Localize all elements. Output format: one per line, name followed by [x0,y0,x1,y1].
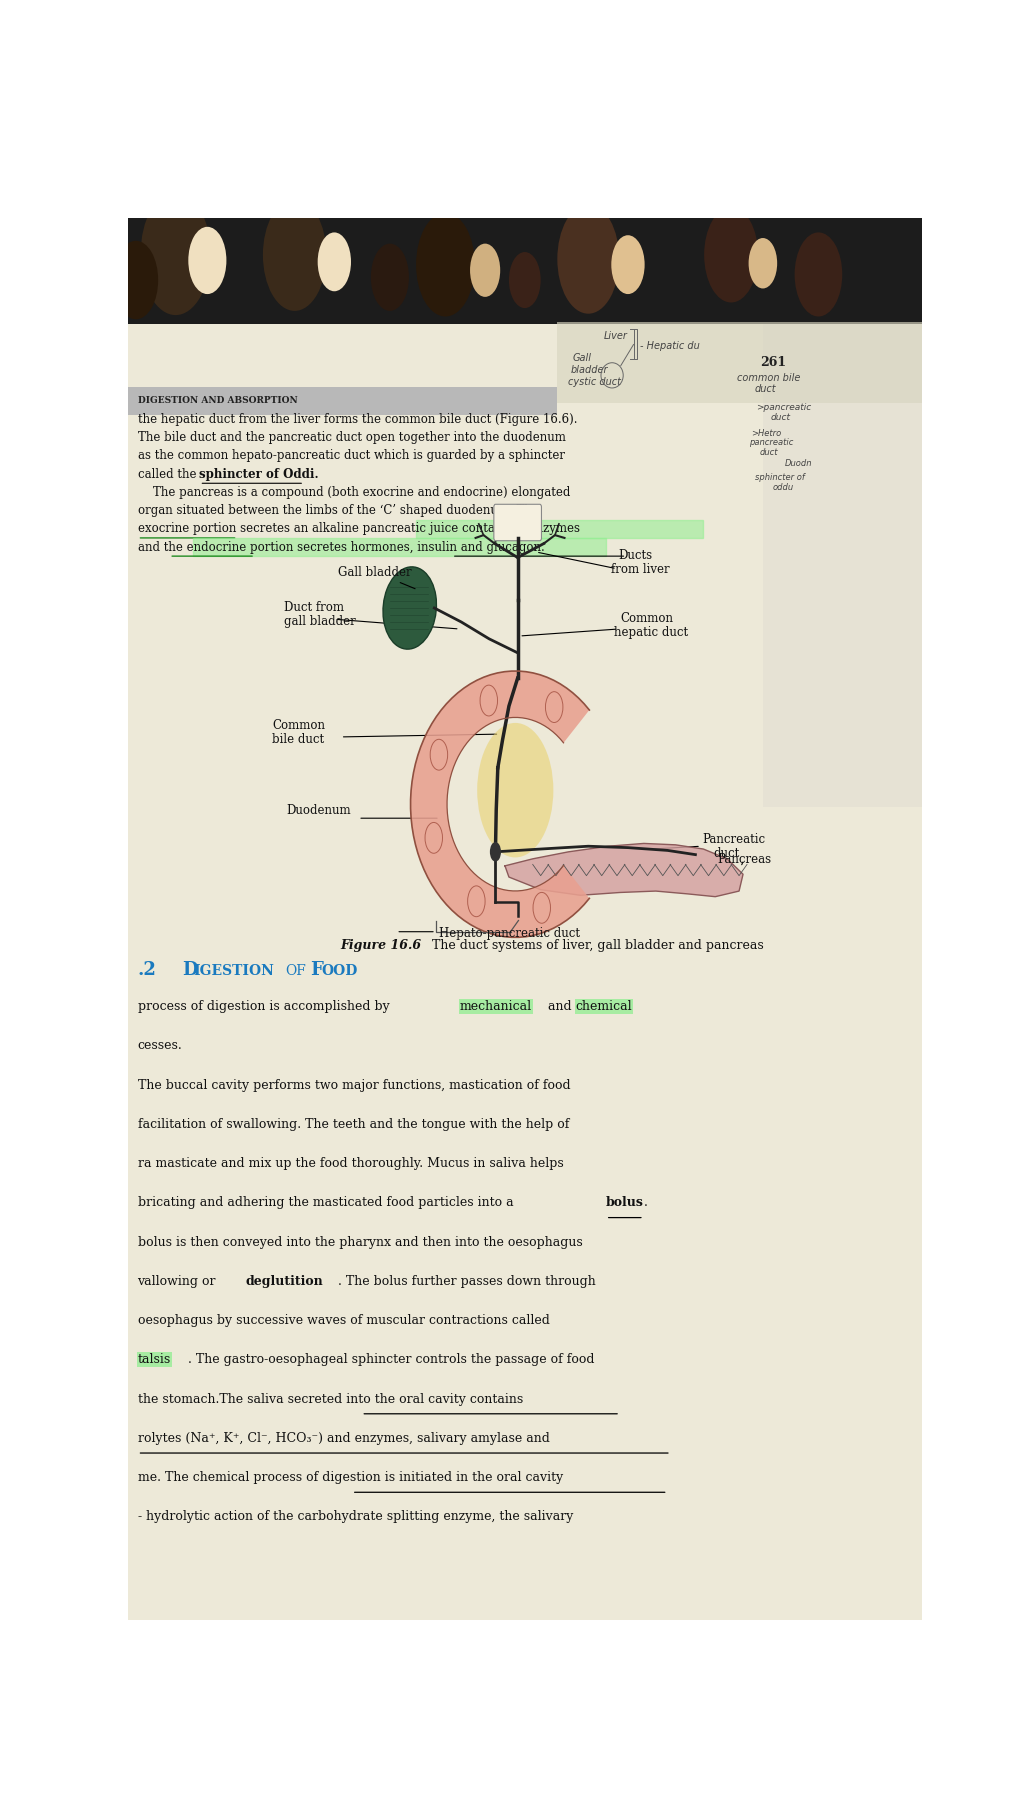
Circle shape [795,233,842,317]
Text: duct: duct [755,384,776,395]
Text: and: and [544,1001,575,1014]
Text: as the common hepato-pancreatic duct which is guarded by a sphincter: as the common hepato-pancreatic duct whi… [137,450,564,462]
Text: duct: duct [771,413,791,422]
Text: F: F [310,961,324,979]
Text: Ducts: Ducts [618,550,652,562]
Circle shape [371,244,409,311]
Text: Common: Common [620,612,673,624]
Text: Figure 16.6: Figure 16.6 [341,939,422,952]
Text: called the: called the [137,468,200,480]
Text: . The bolus further passes down through: . The bolus further passes down through [338,1274,595,1289]
Text: oesophagus by successive waves of muscular contractions called: oesophagus by successive waves of muscul… [137,1314,550,1327]
Circle shape [705,207,758,302]
Circle shape [489,843,501,861]
Text: chemical: chemical [575,1001,632,1014]
Polygon shape [411,672,590,937]
Text: mechanical: mechanical [460,1001,531,1014]
Text: rolytes (Na⁺, K⁺, Cl⁻, HCO₃⁻) and enzymes, salivary amylase and: rolytes (Na⁺, K⁺, Cl⁻, HCO₃⁻) and enzyme… [137,1432,550,1445]
Text: The duct systems of liver, gall bladder and pancreas: The duct systems of liver, gall bladder … [428,939,764,952]
Text: >pancreatic: >pancreatic [757,404,812,413]
Text: Duodn: Duodn [785,459,813,468]
Text: facilitation of swallowing. The teeth and the tongue with the help of: facilitation of swallowing. The teeth an… [137,1117,569,1130]
Text: cystic duct: cystic duct [567,377,621,388]
Circle shape [509,251,541,308]
Text: Pancreas: Pancreas [717,854,771,866]
Text: Common: Common [272,719,326,732]
Text: 261: 261 [760,355,785,368]
Text: deglutition: deglutition [246,1274,324,1289]
Text: Pancreatic: Pancreatic [702,834,766,846]
Text: from liver: from liver [610,562,669,575]
Text: bolus: bolus [606,1196,644,1208]
Text: The pancreas is a compound (both exocrine and endocrine) elongated: The pancreas is a compound (both exocrin… [137,486,570,499]
Circle shape [470,244,500,297]
Text: common bile: common bile [737,373,801,382]
Polygon shape [505,843,743,897]
Text: oddu: oddu [772,484,794,491]
Text: Liver: Liver [604,331,628,340]
Text: OF: OF [285,965,306,977]
Circle shape [317,233,351,291]
Text: ‐ hydrolytic action of the carbohydrate splitting enzyme, the salivary: ‐ hydrolytic action of the carbohydrate … [137,1511,572,1523]
Text: talsis: talsis [137,1354,171,1367]
Text: Gall bladder: Gall bladder [338,566,415,588]
Circle shape [477,723,553,857]
Text: D: D [182,961,198,979]
Text: IGESTION: IGESTION [194,965,274,977]
Bar [557,322,922,404]
Circle shape [263,198,327,311]
Text: bladder: bladder [570,364,608,375]
Text: .: . [644,1196,648,1208]
Text: and the endocrine portion secretes hormones, insulin and glucagon.: and the endocrine portion secretes hormo… [137,541,545,553]
Text: process of digestion is accomplished by: process of digestion is accomplished by [137,1001,393,1014]
Circle shape [114,240,158,318]
Circle shape [140,191,211,315]
Text: exocrine portion secretes an alkaline pancreatic juice containing enzymes: exocrine portion secretes an alkaline pa… [137,522,580,535]
Text: pancreatic: pancreatic [750,439,794,448]
Circle shape [611,235,645,295]
Circle shape [749,238,777,289]
Bar [194,539,606,557]
Bar [128,218,922,331]
Text: sphincter of Oddi.: sphincter of Oddi. [200,468,319,480]
Text: - Hepatic du: - Hepatic du [640,340,699,351]
Circle shape [416,213,475,317]
Text: . The gastro-oesophageal sphincter controls the passage of food: . The gastro-oesophageal sphincter contr… [187,1354,594,1367]
Circle shape [188,228,226,295]
Text: me. The chemical process of digestion is initiated in the oral cavity: me. The chemical process of digestion is… [137,1471,563,1483]
Text: the hepatic duct from the liver forms the common bile duct (Figure 16.6).: the hepatic duct from the liver forms th… [137,413,577,426]
Text: The buccal cavity performs two major functions, mastication of food: The buccal cavity performs two major fun… [137,1079,570,1092]
Text: duct: duct [714,848,740,861]
Bar [763,324,922,806]
Text: cesses.: cesses. [137,1039,182,1052]
Ellipse shape [383,566,436,650]
Bar [416,521,703,539]
Text: gall bladder: gall bladder [284,615,355,628]
Circle shape [557,204,620,313]
Text: The bile duct and the pancreatic duct open together into the duodenum: The bile duct and the pancreatic duct op… [137,431,565,444]
Text: .2: .2 [137,961,157,979]
Text: Hepato-pancreatic duct: Hepato-pancreatic duct [439,928,580,941]
Text: bricating and adhering the masticated food particles into a: bricating and adhering the masticated fo… [137,1196,517,1208]
Bar [128,386,557,415]
Text: duct: duct [760,448,778,457]
Text: hepatic duct: hepatic duct [613,626,688,639]
Text: the stomach.The saliva secreted into the oral cavity contains: the stomach.The saliva secreted into the… [137,1392,523,1405]
Text: bolus is then conveyed into the pharynx and then into the oesophagus: bolus is then conveyed into the pharynx … [137,1236,583,1249]
Text: vallowing or: vallowing or [137,1274,220,1289]
Text: bile duct: bile duct [272,732,325,746]
FancyBboxPatch shape [494,504,542,541]
Text: sphincter of: sphincter of [755,473,805,482]
Text: Gall: Gall [572,353,592,364]
Text: ra masticate and mix up the food thoroughly. Mucus in saliva helps: ra masticate and mix up the food thoroug… [137,1158,563,1170]
Text: Duct from: Duct from [284,601,343,613]
Text: DIGESTION AND ABSORPTION: DIGESTION AND ABSORPTION [137,395,297,404]
Text: OOD: OOD [322,965,358,977]
Text: organ situated between the limbs of the ‘C’ shaped duodenum. The: organ situated between the limbs of the … [137,504,539,517]
Text: >Hetro: >Hetro [751,430,781,437]
Text: Duodenum: Duodenum [287,804,351,817]
